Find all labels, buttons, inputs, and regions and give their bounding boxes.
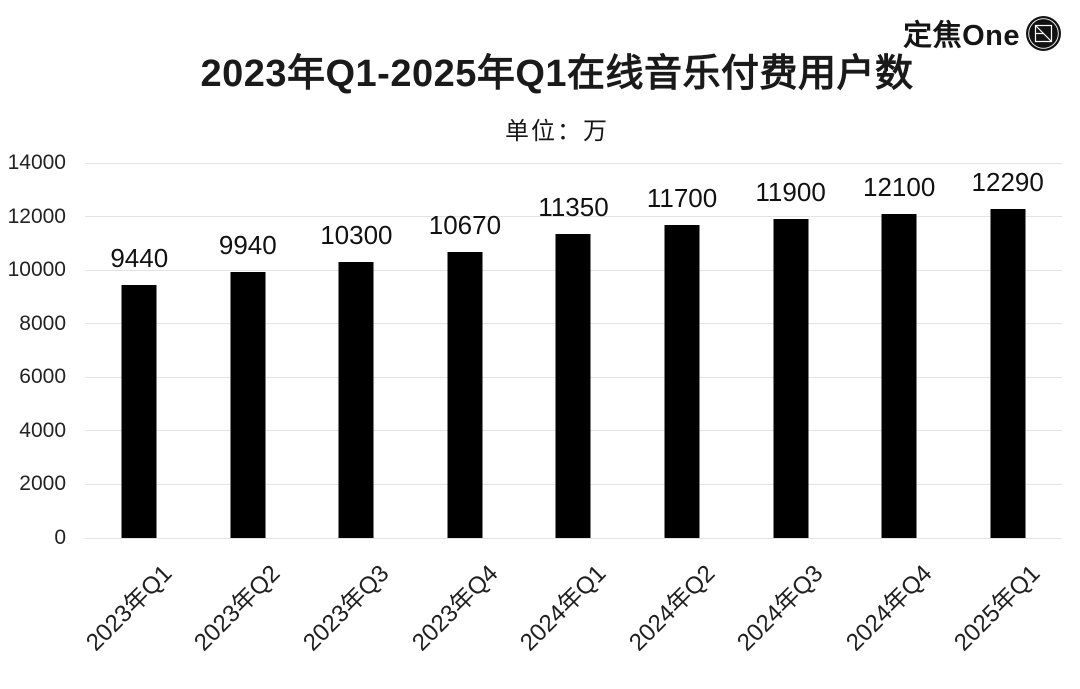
brand-name: 定焦One: [903, 20, 1020, 52]
brand-logo: 定焦One: [903, 12, 1062, 54]
bar: [881, 213, 917, 538]
plot-area: 9440 2023年Q1 9940 2023年Q2 10300 2023年Q3 10670 2…: [81, 162, 1062, 656]
x-axis-tick-label: 2024年Q2: [623, 559, 721, 657]
bar-value-label: 11350: [538, 191, 609, 222]
bar-column: 11700: [628, 163, 737, 538]
bar: [338, 262, 374, 538]
bar: [555, 233, 591, 538]
bar-value-label: 9440: [110, 243, 169, 274]
bar-column: 9440: [85, 163, 194, 538]
bar-value-label: 12100: [862, 171, 936, 202]
bar-column: 12100: [845, 163, 954, 538]
bar-value-label: 10670: [428, 210, 502, 241]
gridline: [85, 216, 1062, 218]
y-axis-tick-label: 10000: [7, 258, 66, 282]
bar-value-label: 12290: [971, 166, 1044, 197]
gridline: [85, 162, 1062, 164]
camera-lens-logo-icon: [1026, 15, 1061, 51]
x-axis-tick-label: 2023年Q4: [406, 559, 503, 657]
gridline: [85, 537, 1062, 539]
x-axis-tick-label: 2023年Q2: [189, 559, 286, 657]
bar: [773, 219, 809, 538]
y-axis: 0 2000 4000 6000 8000 10000 12000 14000: [0, 152, 66, 549]
x-axis-tick-label: 2024年Q4: [840, 559, 938, 657]
bar: [230, 271, 266, 538]
x-axis-tick-label: 2024年Q3: [732, 559, 829, 657]
bar-value-label: 11900: [755, 177, 826, 208]
x-axis-tick-label: 2023年Q1: [80, 559, 178, 657]
bar: [990, 208, 1026, 538]
bar-column: 11350: [519, 163, 628, 538]
bar-column: 11900: [736, 163, 845, 538]
y-axis-tick-label: 8000: [19, 311, 66, 335]
y-axis-tick-label: 4000: [19, 418, 66, 442]
bar-value-label: 9940: [218, 229, 277, 260]
bar: [664, 224, 700, 538]
x-axis-tick-label: 2023年Q3: [297, 559, 395, 657]
bar-column: 10300: [302, 163, 411, 538]
bar-value-label: 10300: [320, 220, 393, 251]
y-axis-tick-label: 12000: [7, 204, 66, 228]
chart-title: 2023年Q1-2025年Q1在线音乐付费用户数: [200, 53, 914, 95]
y-axis-tick-label: 2000: [19, 472, 66, 496]
x-axis-tick-label: 2024年Q1: [515, 559, 612, 657]
bar-column: 10670: [411, 163, 520, 538]
bar: [447, 252, 483, 538]
bar: [121, 285, 157, 538]
bar-value-label: 11700: [646, 182, 718, 213]
bar-column: 12290: [953, 163, 1062, 538]
y-axis-tick-label: 0: [54, 526, 66, 549]
y-axis-tick-label: 14000: [7, 151, 66, 174]
title-block: 2023年Q1-2025年Q1在线音乐付费用户数 单位：万: [34, 0, 1080, 146]
x-axis-tick-label: 2025年Q1: [949, 559, 1046, 657]
chart-unit-label: 单位：万: [505, 118, 609, 145]
bar-column: 9940: [194, 163, 303, 538]
y-axis-tick-label: 6000: [19, 365, 66, 389]
